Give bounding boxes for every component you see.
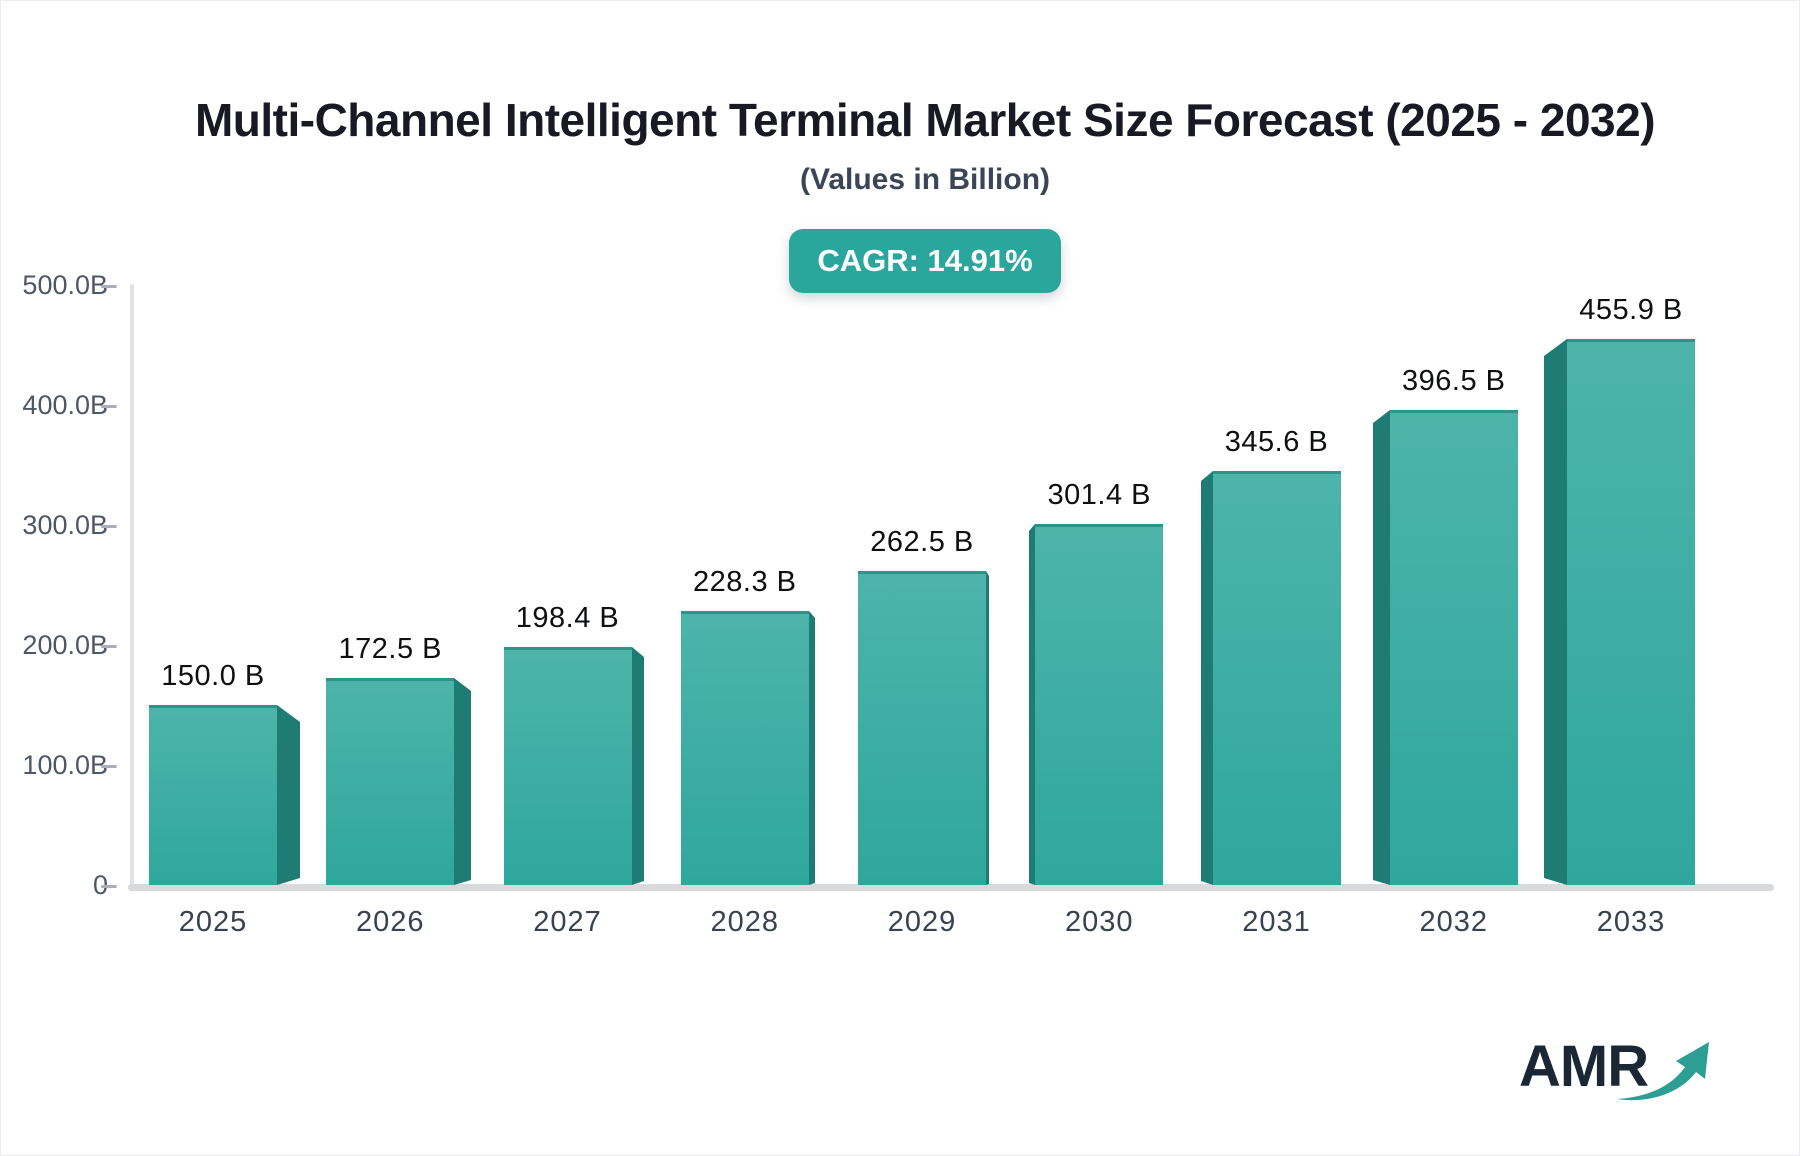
x-axis-label: 2027: [533, 906, 602, 938]
y-axis-line: [130, 284, 134, 889]
x-axis-label: 2028: [710, 906, 779, 938]
y-axis-tick: [101, 645, 117, 648]
bar-value-label: 150.0 B: [161, 660, 265, 692]
bar: [326, 678, 454, 885]
bar: [149, 705, 277, 885]
y-axis-tick: [101, 885, 117, 888]
bar-value-label: 301.4 B: [1047, 479, 1151, 511]
chart-header: Multi-Channel Intelligent Terminal Marke…: [61, 93, 1789, 293]
bar-value-label: 345.6 B: [1224, 426, 1329, 458]
cagr-badge: CAGR: 14.91%: [789, 229, 1061, 293]
bar-side-face: [1373, 410, 1390, 885]
x-axis-baseline: [128, 884, 1774, 891]
bar-side-face: [1201, 471, 1213, 885]
bar-value-label: 198.4 B: [515, 602, 620, 634]
x-axis-label: 2025: [178, 906, 248, 938]
bar-value-label: 396.5 B: [1402, 365, 1506, 397]
y-axis-tick-label: 300.0B: [22, 510, 108, 540]
y-axis-tick-label: 0: [8, 870, 108, 901]
bar: [1567, 339, 1695, 885]
bar-value-label: 228.3 B: [693, 566, 797, 598]
bar-side-face: [454, 678, 471, 885]
bar: [1035, 524, 1163, 885]
bar: [681, 611, 809, 885]
bar-side-face: [1029, 524, 1035, 885]
growth-arrow-icon: [1617, 1042, 1709, 1101]
y-axis-tick: [101, 285, 117, 288]
y-axis-tick-label: 500.0B: [22, 270, 108, 300]
bar-value-label: 455.9 B: [1579, 294, 1683, 326]
x-axis-label: 2031: [1242, 906, 1311, 938]
bar-side-face: [986, 571, 989, 885]
bar-value-label: 172.5 B: [338, 633, 442, 665]
chart-subtitle: (Values in Billion): [799, 163, 1051, 196]
bar-side-face: [809, 611, 815, 885]
x-axis-label: 2029: [887, 906, 957, 938]
y-axis-tick: [101, 765, 117, 768]
x-axis-label: 2032: [1419, 906, 1488, 938]
amr-logo-text: AMR: [1519, 1034, 1649, 1099]
bar: [1213, 471, 1341, 885]
bar: [858, 571, 986, 885]
bar: [504, 647, 632, 885]
y-axis-tick-label: 200.0B: [22, 630, 108, 660]
x-axis-label: 2030: [1064, 906, 1134, 938]
bar-side-face: [632, 647, 644, 885]
bar-side-face: [277, 705, 300, 885]
bar: [1390, 410, 1518, 885]
bar-side-face: [1544, 339, 1567, 885]
y-axis-tick-label: 100.0B: [22, 750, 108, 780]
y-axis-tick: [101, 405, 117, 408]
x-axis-label: 2026: [355, 906, 425, 938]
y-axis-tick-label: 400.0B: [22, 390, 108, 420]
bar-value-label: 262.5 B: [870, 526, 974, 558]
y-axis-tick: [101, 525, 117, 528]
chart-title: Multi-Channel Intelligent Terminal Marke…: [194, 94, 1656, 146]
amr-logo: AMR: [1519, 1027, 1769, 1122]
x-axis-label: 2033: [1596, 906, 1666, 938]
